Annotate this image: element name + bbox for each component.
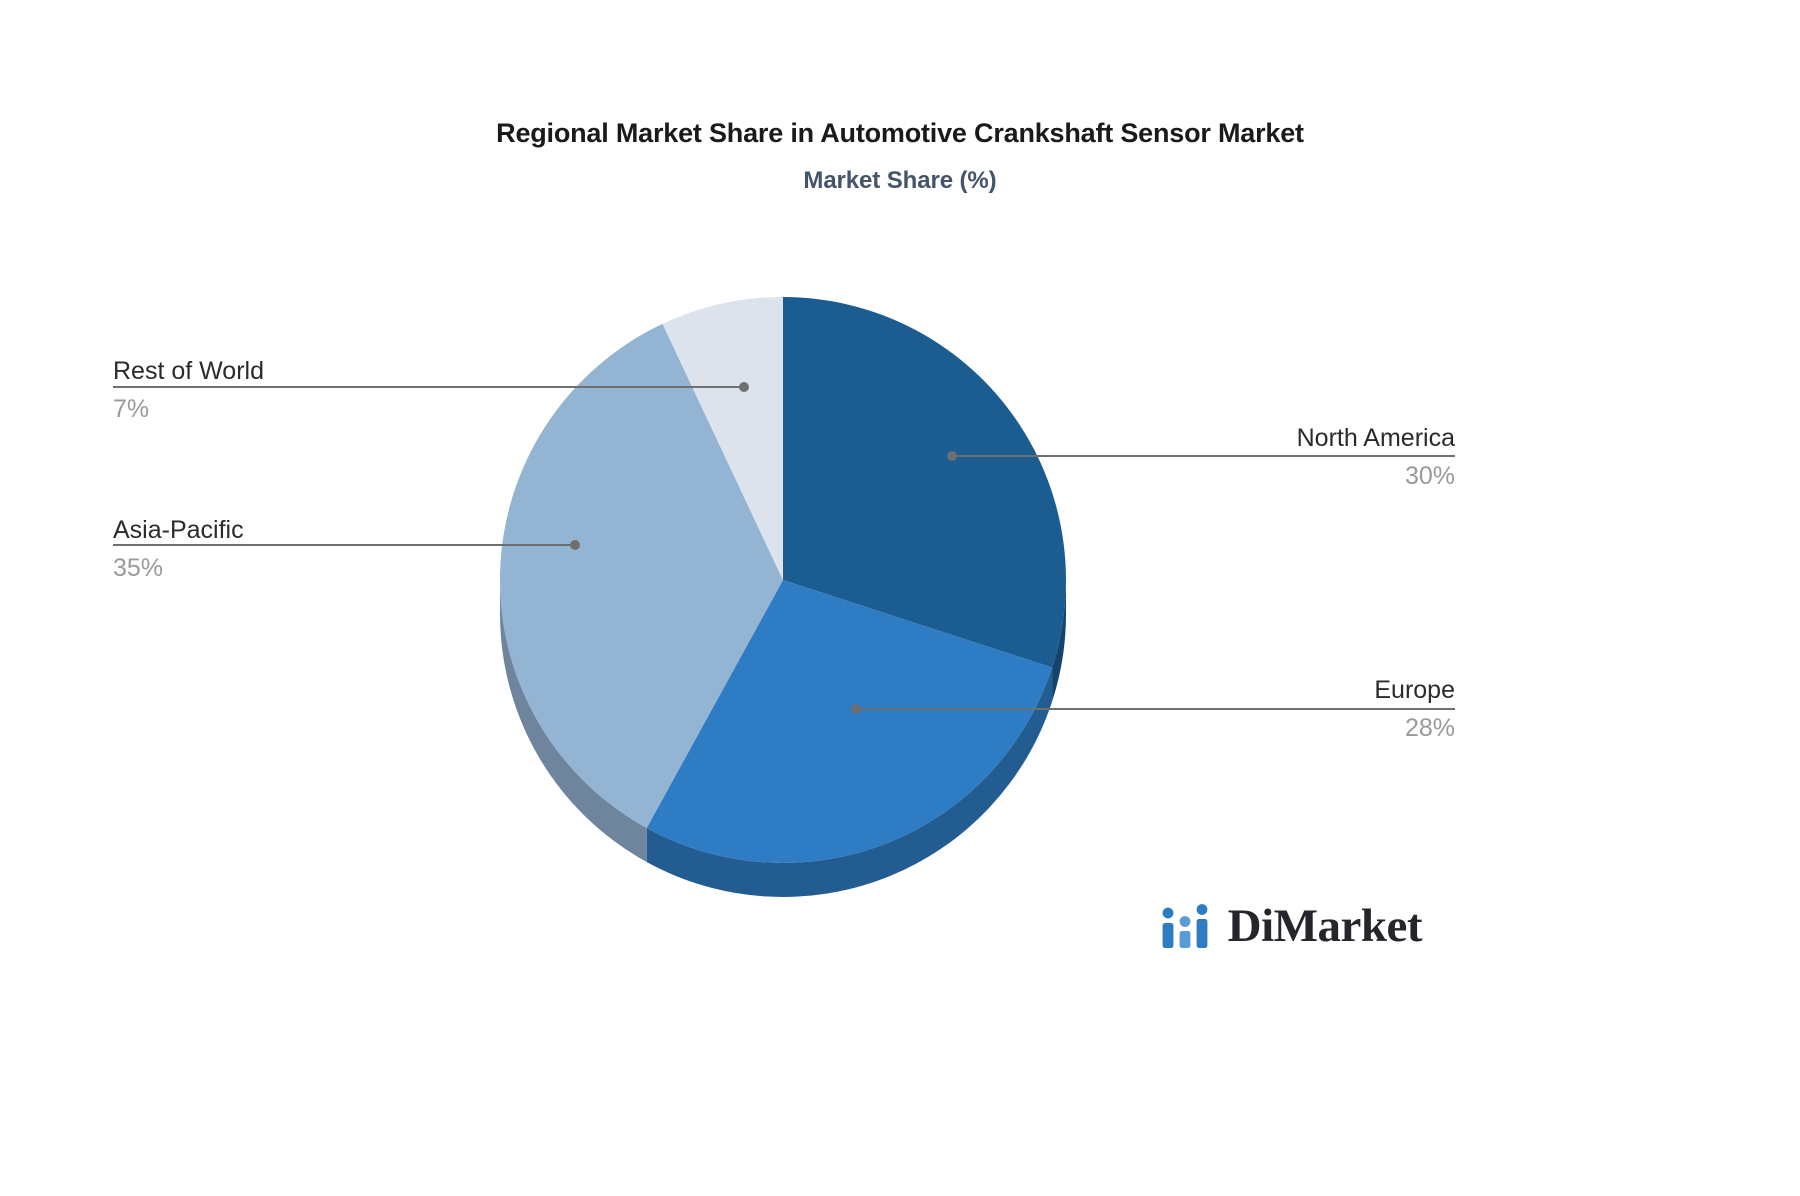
callout-value-asia-pacific: 35% (113, 553, 164, 582)
slice-asia-pacific[interactable] (499, 323, 783, 828)
leader-dot-europe (851, 704, 861, 714)
pie-depth-extrusion (500, 580, 1066, 897)
leader-dot-north-america (947, 451, 957, 461)
pie-slices (499, 296, 1066, 863)
page-title: Regional Market Share in Automotive Cran… (496, 118, 1304, 148)
leader-dot-rest-of-world (739, 382, 749, 392)
callout-north-america: North America 30% (1297, 424, 1455, 491)
depth-europe (646, 667, 1053, 897)
callout-label-rest-of-world: Rest of World (113, 357, 264, 385)
depth-asia-pacific (500, 580, 647, 862)
chart-subtitle: Market Share (%) (803, 167, 997, 194)
bar-chart-icon (1162, 904, 1208, 948)
brand-wordmark: DiMarket (1227, 900, 1423, 952)
leader-dot-asia-pacific (570, 540, 580, 550)
leader-dots (570, 382, 957, 714)
callout-label-asia-pacific: Asia-Pacific (113, 516, 244, 544)
brand-logo: DiMarket (1161, 900, 1423, 952)
callout-rest-of-world: Rest of World 7% (113, 357, 264, 424)
leader-lines (113, 386, 1455, 710)
slice-europe[interactable] (646, 580, 1053, 863)
callout-value-rest-of-world: 7% (113, 394, 150, 423)
callout-value-north-america: 30% (1404, 461, 1455, 490)
callout-label-north-america: North America (1296, 424, 1455, 452)
depth-north-america (1052, 580, 1066, 702)
callout-asia-pacific: Asia-Pacific 35% (113, 516, 244, 583)
callout-label-europe: Europe (1374, 676, 1455, 704)
slice-rest-of-world[interactable] (662, 296, 784, 580)
callout-value-europe: 28% (1404, 713, 1455, 742)
slice-north-america[interactable] (783, 297, 1066, 668)
callout-europe: Europe 28% (1374, 676, 1455, 743)
